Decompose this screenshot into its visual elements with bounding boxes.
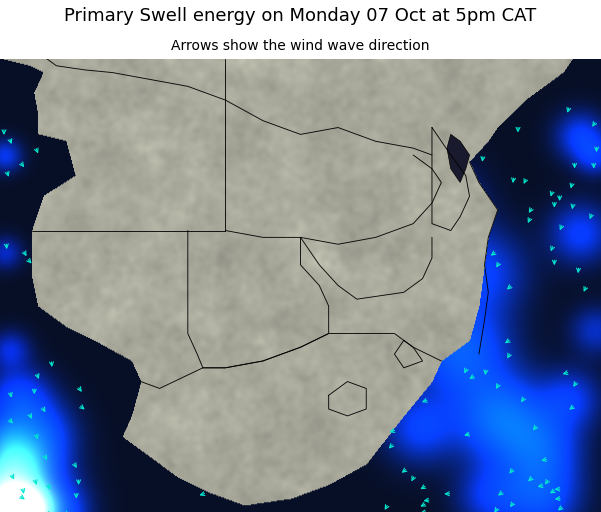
- Text: Arrows show the wind wave direction: Arrows show the wind wave direction: [171, 39, 430, 53]
- Text: Primary Swell energy on Monday 07 Oct at 5pm CAT: Primary Swell energy on Monday 07 Oct at…: [64, 8, 537, 26]
- Polygon shape: [447, 134, 469, 182]
